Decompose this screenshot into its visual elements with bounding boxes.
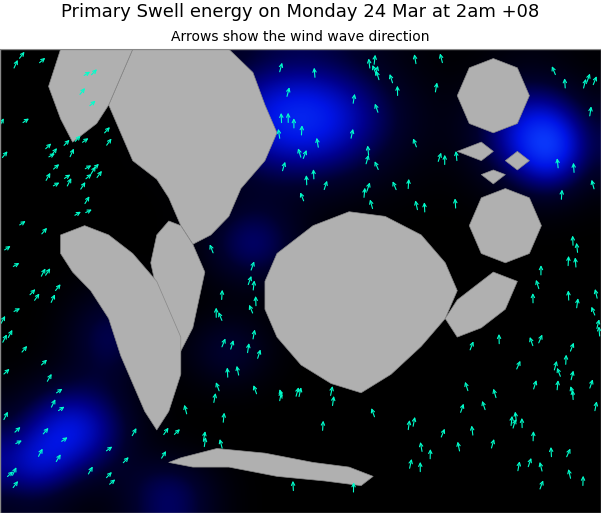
- Text: Primary Swell energy on Monday 24 Mar at 2am +08: Primary Swell energy on Monday 24 Mar at…: [61, 3, 540, 21]
- Text: Arrows show the wind wave direction: Arrows show the wind wave direction: [171, 30, 430, 44]
